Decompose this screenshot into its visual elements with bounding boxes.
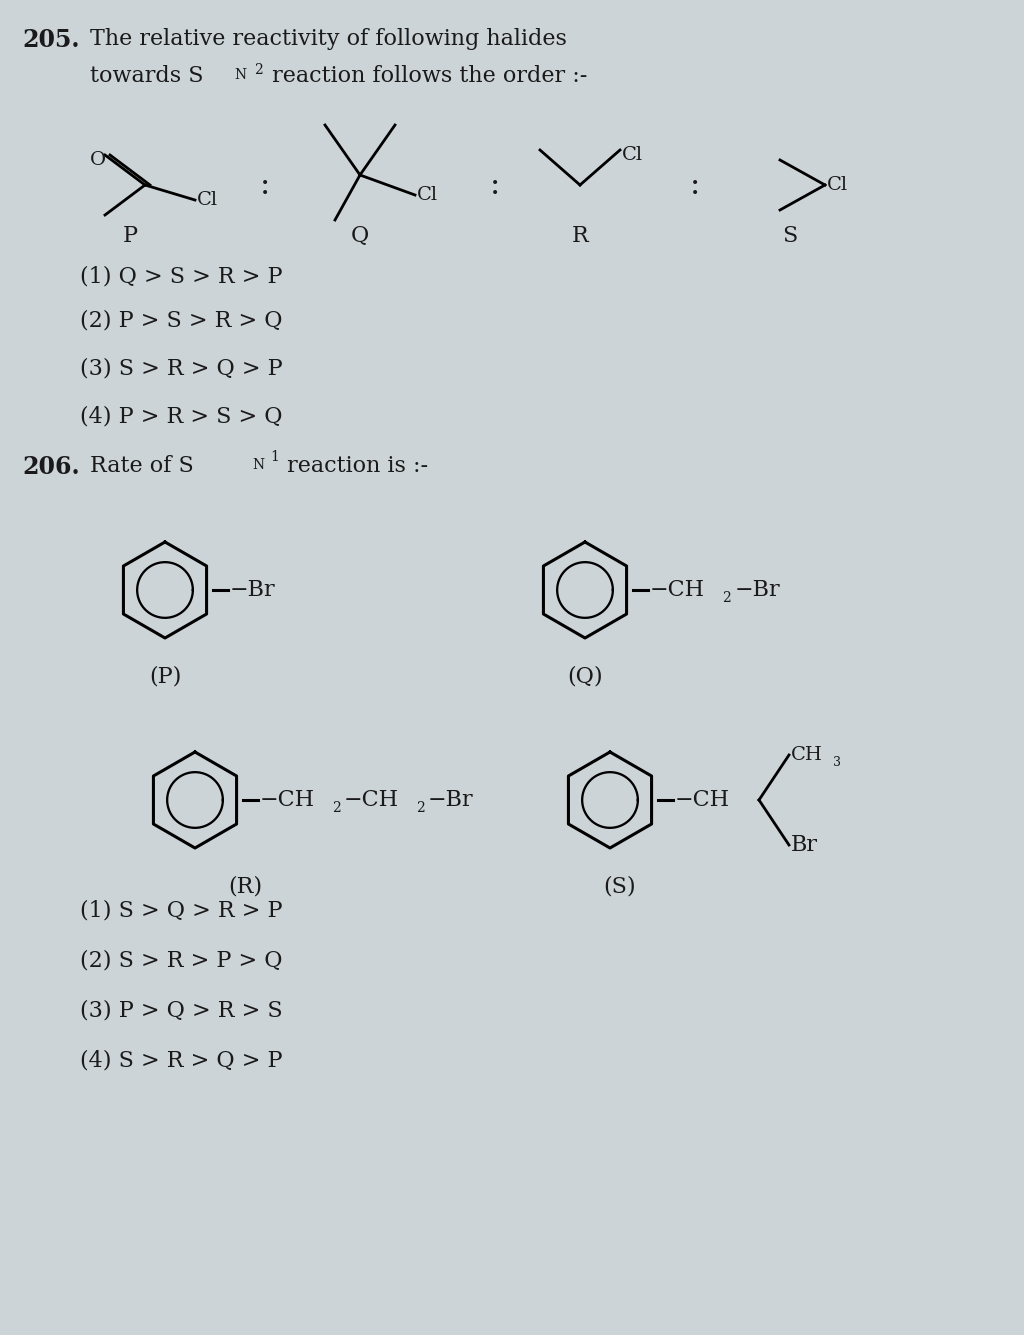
Text: (R): (R) — [228, 876, 262, 898]
Text: 2: 2 — [722, 591, 731, 605]
Text: Cl: Cl — [417, 186, 438, 204]
Text: O: O — [90, 151, 106, 170]
Text: (1) S > Q > R > P: (1) S > Q > R > P — [80, 900, 283, 922]
Text: Cl: Cl — [827, 176, 848, 194]
Text: −Br: −Br — [735, 579, 780, 601]
Text: (3) P > Q > R > S: (3) P > Q > R > S — [80, 1000, 283, 1023]
Text: :: : — [490, 170, 501, 200]
Text: The relative reactivity of following halides: The relative reactivity of following hal… — [90, 28, 567, 49]
Text: (P): (P) — [148, 666, 181, 688]
Text: R: R — [571, 226, 589, 247]
Text: (3) S > R > Q > P: (3) S > R > Q > P — [80, 358, 283, 380]
Text: −CH: −CH — [344, 789, 399, 810]
Text: :: : — [690, 170, 700, 200]
Text: (4) P > R > S > Q: (4) P > R > S > Q — [80, 405, 283, 427]
Text: CH: CH — [791, 746, 823, 764]
Text: N: N — [234, 68, 246, 81]
Text: 2: 2 — [254, 63, 263, 77]
Text: 2: 2 — [416, 801, 425, 814]
Text: 206.: 206. — [22, 455, 80, 479]
Text: reaction follows the order :-: reaction follows the order :- — [265, 65, 588, 87]
Text: −CH: −CH — [260, 789, 315, 810]
Text: Cl: Cl — [622, 146, 643, 164]
Text: (2) S > R > P > Q: (2) S > R > P > Q — [80, 951, 283, 972]
Text: N: N — [252, 458, 264, 473]
Text: Q: Q — [351, 226, 369, 247]
Text: S: S — [782, 226, 798, 247]
Text: Rate of S: Rate of S — [90, 455, 194, 477]
Text: −Br: −Br — [230, 579, 275, 601]
Text: :: : — [260, 170, 270, 200]
Text: 2: 2 — [332, 801, 341, 814]
Text: −CH: −CH — [675, 789, 730, 810]
Text: (2) P > S > R > Q: (2) P > S > R > Q — [80, 310, 283, 332]
Text: 1: 1 — [270, 450, 279, 465]
Text: (4) S > R > Q > P: (4) S > R > Q > P — [80, 1051, 283, 1072]
Text: (1) Q > S > R > P: (1) Q > S > R > P — [80, 266, 283, 287]
Text: 205.: 205. — [22, 28, 80, 52]
Text: 3: 3 — [833, 756, 841, 769]
Text: (S): (S) — [604, 876, 636, 898]
Text: −Br: −Br — [428, 789, 474, 810]
Text: −CH: −CH — [650, 579, 706, 601]
Text: towards S: towards S — [90, 65, 204, 87]
Text: (Q): (Q) — [567, 666, 603, 688]
Text: reaction is :-: reaction is :- — [280, 455, 428, 477]
Text: Br: Br — [791, 834, 818, 856]
Text: P: P — [123, 226, 137, 247]
Text: Cl: Cl — [197, 191, 218, 210]
